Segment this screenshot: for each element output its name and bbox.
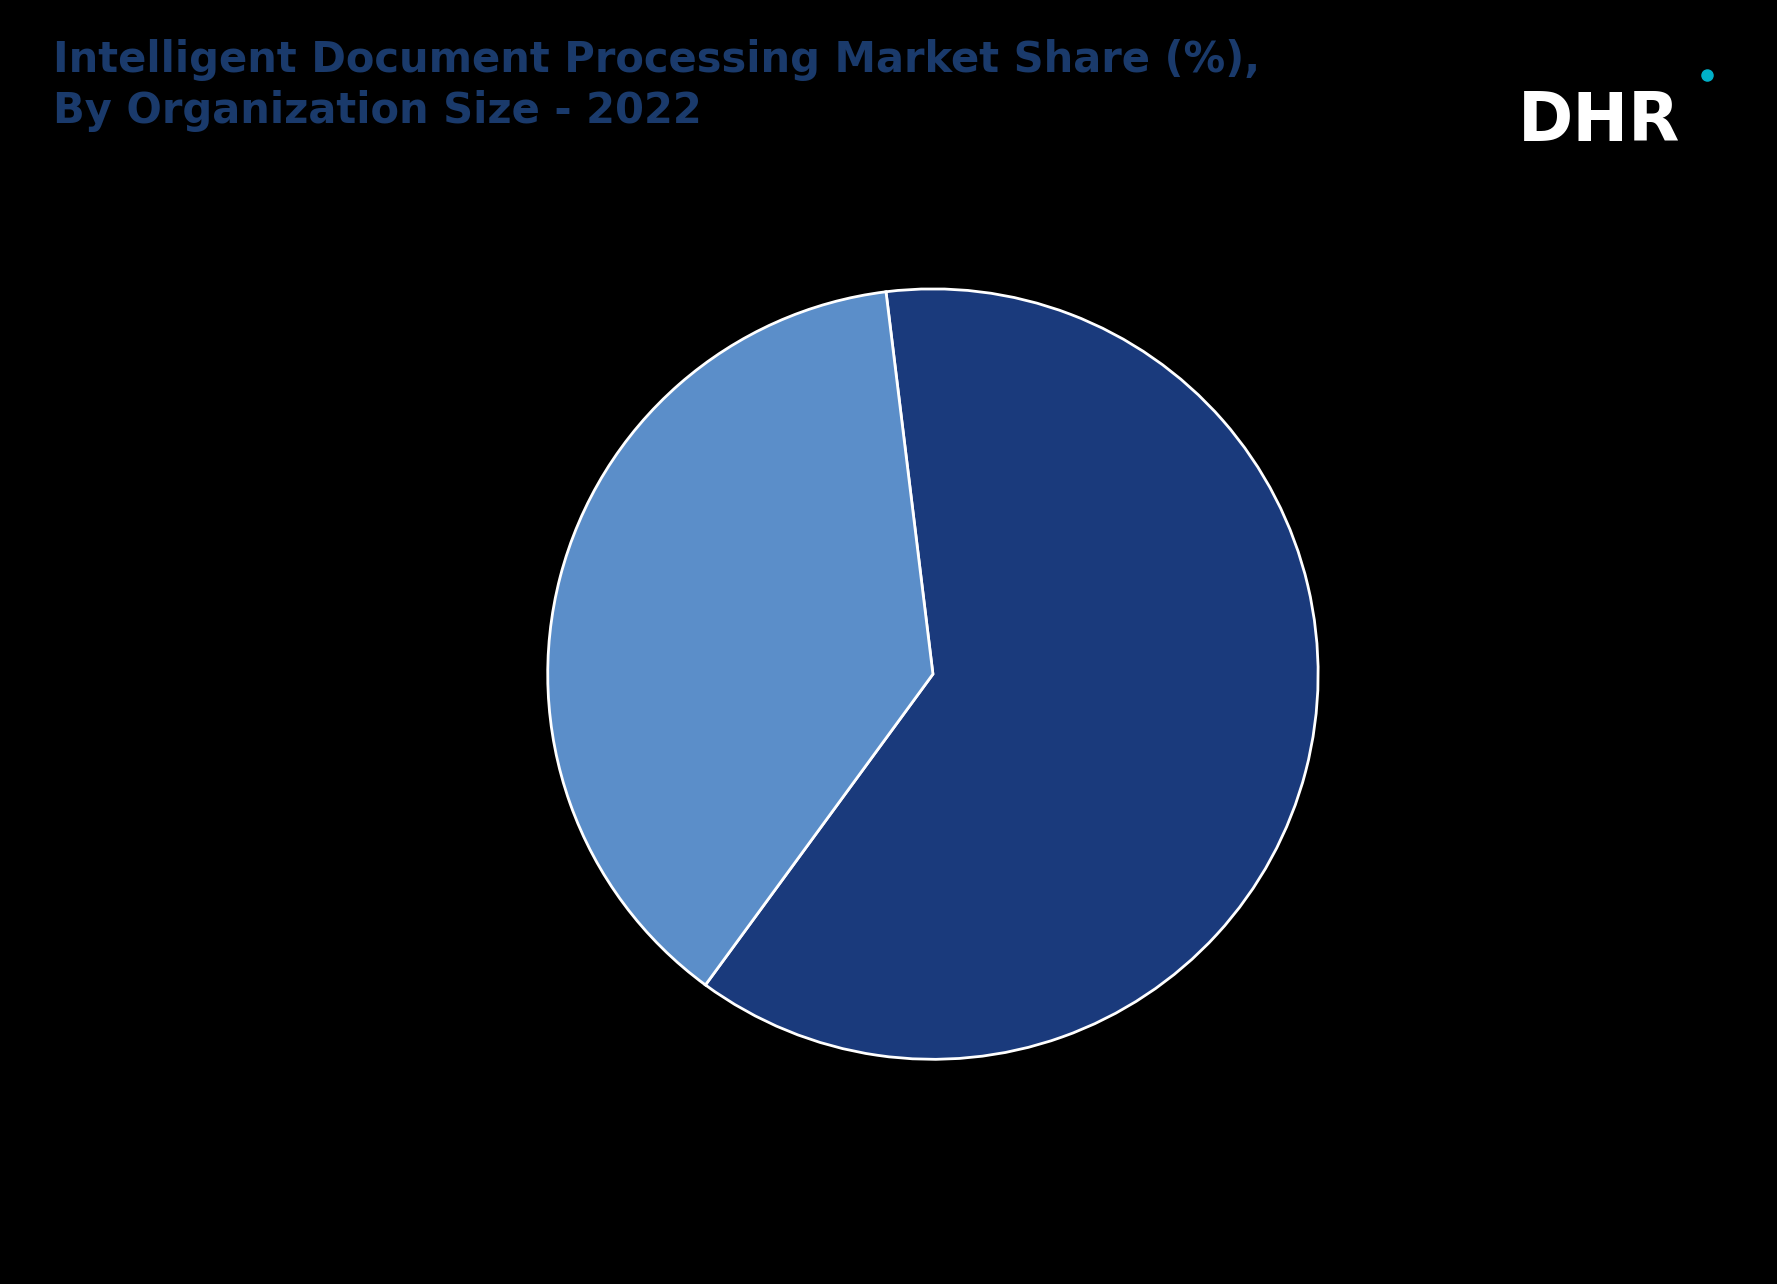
Text: Intelligent Document Processing Market Share (%),
By Organization Size - 2022: Intelligent Document Processing Market S… xyxy=(53,39,1260,132)
Wedge shape xyxy=(547,291,933,985)
Text: DHR: DHR xyxy=(1518,89,1681,155)
Wedge shape xyxy=(705,289,1319,1059)
